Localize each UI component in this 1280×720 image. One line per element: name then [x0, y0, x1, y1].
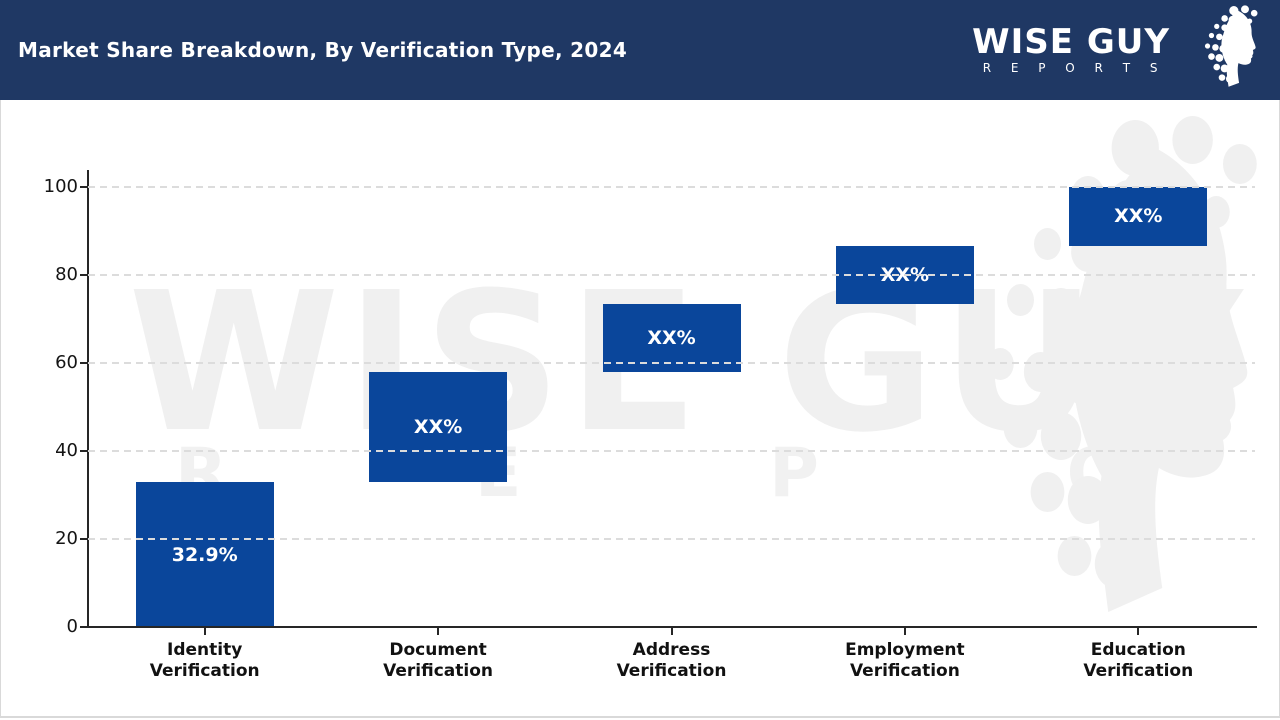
y-tick	[80, 538, 88, 540]
x-category-label: Address Verification	[616, 640, 727, 681]
y-tick	[80, 362, 88, 364]
x-category-label: Employment Verification	[845, 640, 965, 681]
gridline-100	[88, 186, 1255, 188]
y-axis-line	[87, 170, 89, 628]
x-tick	[903, 628, 906, 635]
brand-logo: WISE GUY R E P O R T S	[972, 4, 1280, 96]
gridline-20	[88, 538, 1255, 540]
page-bottom-rule	[0, 716, 1280, 718]
x-tick	[437, 628, 440, 635]
y-tick-label: 20	[55, 528, 78, 549]
brand-subtitle: R E P O R T S	[982, 61, 1166, 75]
head-profile-dots-icon	[1204, 5, 1258, 87]
bar-value-label: XX%	[1114, 205, 1163, 228]
gridline-40	[88, 450, 1255, 452]
page-left-border	[0, 100, 1, 718]
x-axis-line	[87, 626, 1257, 628]
y-tick	[80, 450, 88, 452]
x-category-label: Identity Verification	[149, 640, 260, 681]
bar-value-label: XX%	[413, 416, 463, 439]
gridline-60	[88, 362, 1255, 364]
bar-segment: XX%	[602, 304, 741, 372]
x-category-label: Document Verification	[383, 640, 494, 681]
y-tick	[80, 274, 88, 276]
x-tick	[203, 628, 206, 635]
header-bar: Market Share Breakdown, By Verification …	[0, 0, 1280, 100]
y-tick-label: 60	[55, 352, 78, 373]
y-tick-label: 0	[66, 616, 78, 637]
y-tick	[80, 626, 88, 628]
x-category-label: Education Verification	[1083, 640, 1194, 681]
y-tick-label: 40	[55, 440, 78, 461]
bar-value-label: XX%	[647, 327, 696, 350]
chart-title: Market Share Breakdown, By Verification …	[18, 38, 628, 62]
bar-segment: XX%	[1069, 187, 1208, 246]
bar-segment: XX%	[369, 371, 508, 483]
y-tick-label: 100	[43, 176, 78, 197]
x-tick	[1137, 628, 1140, 635]
y-tick-label: 80	[55, 264, 78, 285]
gridline-80	[88, 274, 1255, 276]
y-tick	[80, 186, 88, 188]
brand-name: WISE GUY	[972, 22, 1170, 62]
bar-segment: 32.9%	[135, 482, 274, 627]
x-tick	[670, 628, 673, 635]
bar-value-label: 32.9%	[171, 543, 238, 566]
